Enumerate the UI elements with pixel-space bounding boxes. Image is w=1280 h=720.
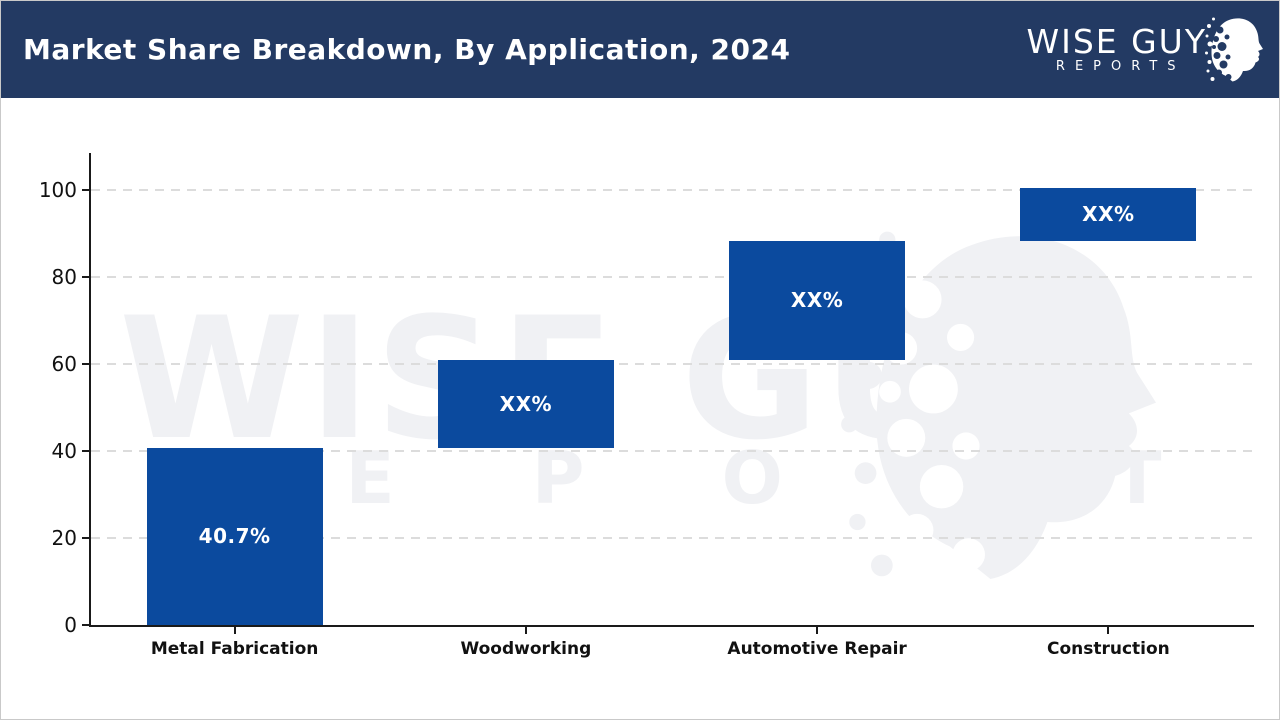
bar-value-label: XX% [1082,202,1135,227]
bar-metal-fabrication: 40.7% [146,447,323,625]
x-tick-mark [524,627,527,634]
brand-wordmark: WISE GUY REPORTS [1026,21,1207,75]
brand-wordmark-main: WISE GUY [1026,21,1207,61]
x-tick-label: Woodworking [460,639,592,659]
y-gridline [91,276,1254,278]
brand-logo: WISE GUY REPORTS [1026,10,1265,90]
x-tick-mark [233,627,236,634]
y-axis-spine [89,153,91,627]
x-tick-label: Metal Fabrication [150,639,319,659]
gridline-layer [1,98,1279,719]
x-tick-mark [1107,627,1110,634]
x-axis-spine [89,625,1254,627]
bar-value-label: XX% [499,391,553,416]
header: Market Share Breakdown, By Application, … [1,1,1279,98]
y-gridline [91,537,1254,539]
y-tick-label: 80 [51,265,77,289]
bar-value-label: XX% [790,288,844,313]
page-title: Market Share Breakdown, By Application, … [23,33,791,66]
y-gridline [91,450,1254,452]
x-tick-mark [816,627,819,634]
y-tick-label: 60 [51,352,77,376]
brand-wordmark-sub: REPORTS [1055,59,1186,75]
y-tick-label: 40 [51,439,77,463]
y-tick-label: 20 [51,526,77,550]
bar-woodworking: XX% [437,359,614,448]
y-tick-mark [82,363,90,365]
brand-head-icon [1205,17,1263,81]
y-tick-mark [82,537,90,539]
y-tick-mark [82,450,90,452]
x-tick-label: Construction [1046,639,1170,659]
y-tick-label: 100 [38,178,77,202]
y-tick-label: 0 [64,613,77,637]
x-tick-label: Automotive Repair [727,639,907,659]
bar-automotive-repair: XX% [729,240,906,360]
bar-value-label: 40.7% [198,524,271,549]
y-tick-mark [82,189,90,191]
bars-layer: 40.7% XX% XX% XX% [1,98,1279,719]
watermark-head-icon [841,231,1156,580]
chart-area: WISE GUY R E P O R T S [1,98,1279,719]
y-tick-mark [82,276,90,278]
y-gridline [91,363,1254,365]
axes-layer: 0 20 40 60 80 100 Metal Fabrication Woodworking… [1,98,1279,719]
y-tick-mark [82,624,90,626]
y-gridline [91,189,1254,191]
bar-construction: XX% [1020,187,1197,241]
